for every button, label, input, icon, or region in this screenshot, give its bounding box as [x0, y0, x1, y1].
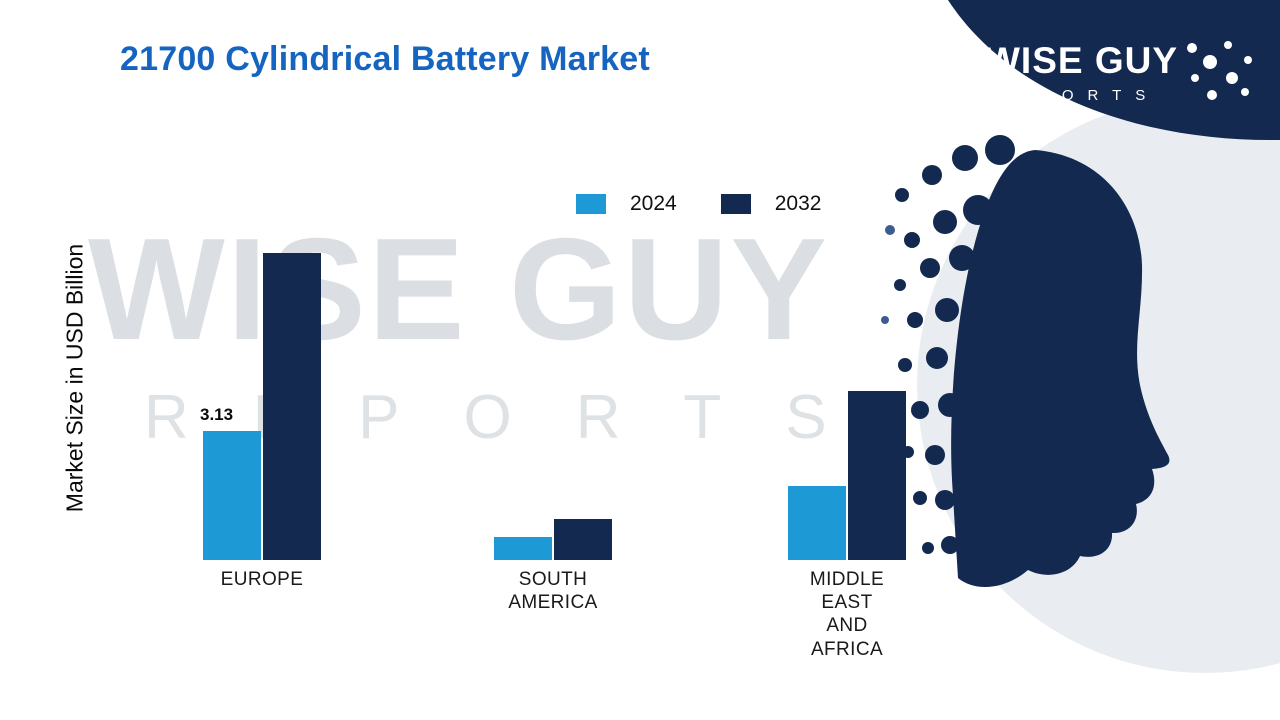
logo-mini-face-dots: [1187, 41, 1252, 100]
bar-2024-1: 3.13: [200, 405, 261, 560]
legend-item-2032: 2032: [720, 192, 822, 216]
category-label-3: MIDDLE EAST AND AFRICA: [809, 569, 885, 660]
legend-label-2032: 2032: [774, 192, 822, 215]
bar-group-3: [788, 391, 906, 560]
wiseguy-logo: WISE GUY REPORTS: [985, 40, 1178, 104]
bar-group-2: [494, 519, 612, 560]
legend: 2024 2032: [576, 192, 821, 216]
bar-2024-2: [494, 537, 552, 560]
category-label-1: EUROPE: [220, 569, 304, 590]
y-axis-label: Market Size in USD Billion: [61, 243, 88, 513]
bar-group-1: 3.13: [200, 253, 321, 560]
logo-subtitle: REPORTS: [989, 87, 1160, 104]
logo-background: [948, 0, 1280, 141]
bar-2032-1: [263, 253, 321, 560]
legend-swatch-2024: [576, 194, 606, 214]
bar-2024-3: [788, 486, 846, 560]
logo-wordmark: WISE GUY: [985, 40, 1179, 81]
category-label-2: SOUTH AMERICA: [508, 569, 598, 614]
bar-2032-3: [848, 391, 906, 560]
bar-value-label: 3.13: [200, 405, 234, 424]
legend-item-2024: 2024: [576, 192, 677, 216]
bar-2032-2: [554, 519, 612, 560]
page-title: 21700 Cylindrical Battery Market: [120, 40, 650, 78]
legend-label-2024: 2024: [630, 192, 677, 215]
legend-swatch-2032: [720, 194, 751, 214]
face-profile-graphic: [894, 135, 1170, 588]
